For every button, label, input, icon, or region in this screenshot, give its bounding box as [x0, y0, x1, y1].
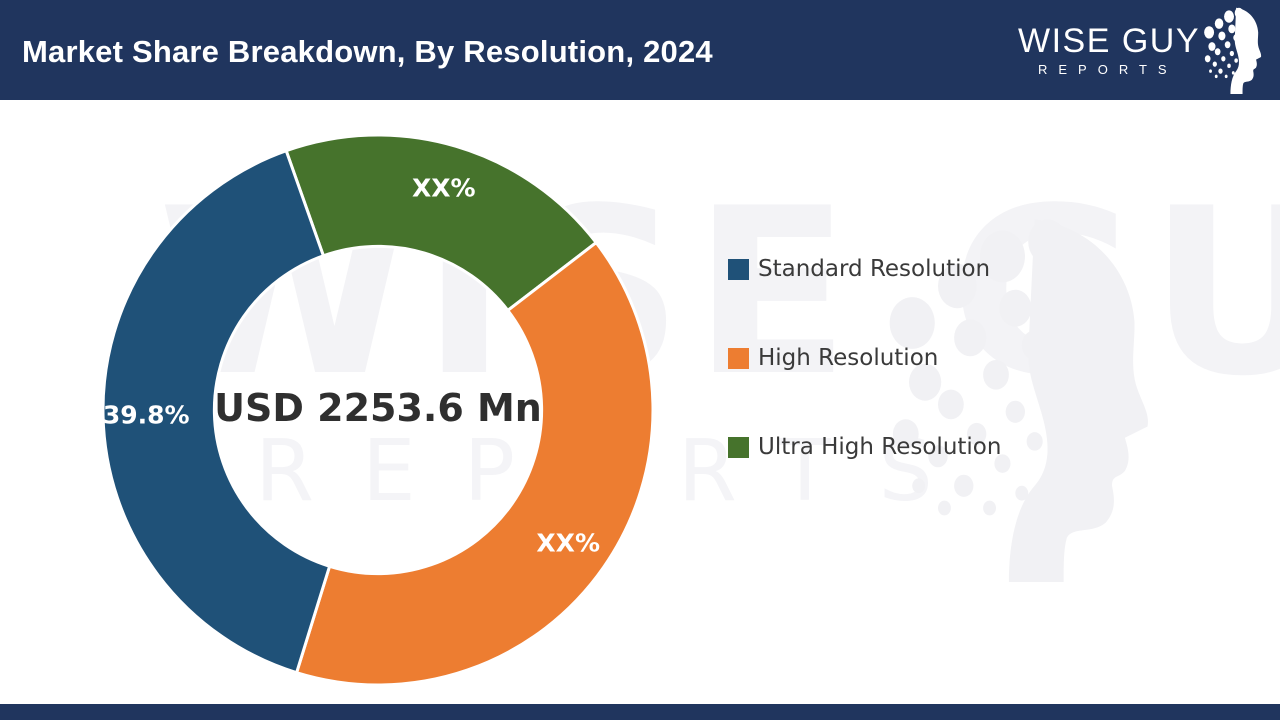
- legend-label: High Resolution: [758, 345, 939, 371]
- footer-bar: [0, 704, 1280, 720]
- donut-center-value: USD 2253.6 Mn: [214, 386, 542, 430]
- legend: Standard Resolution High Resolution Ultr…: [728, 256, 1002, 460]
- report-title: Market Share Breakdown, By Resolution, 2…: [22, 34, 713, 69]
- legend-label: Standard Resolution: [758, 256, 991, 282]
- legend-item-ultra-high-resolution: Ultra High Resolution: [728, 434, 1002, 460]
- slice-label-standard-resolution: 39.8%: [103, 400, 190, 429]
- slice-label-high-resolution: XX%: [536, 528, 600, 557]
- donut-slice-ultra-high-resolution: [284, 133, 598, 312]
- header: Market Share Breakdown, By Resolution, 2…: [0, 0, 1280, 100]
- legend-label: Ultra High Resolution: [758, 434, 1002, 460]
- brand-head-icon: [1204, 7, 1262, 94]
- legend-swatch-ultra-high: [728, 436, 749, 458]
- chart-area: WISE GUY REPORTS XX%XX%39.8% USD 2253.6 …: [0, 100, 1280, 704]
- slice-label-ultra-high-resolution: XX%: [412, 173, 476, 202]
- legend-item-high-resolution: High Resolution: [728, 345, 1001, 371]
- donut-slice-high-resolution: [295, 241, 655, 687]
- legend-swatch-high: [728, 347, 749, 369]
- legend-item-standard-resolution: Standard Resolution: [728, 256, 1001, 282]
- legend-swatch-standard: [728, 258, 749, 280]
- brand-name: WISE GUY: [1018, 22, 1201, 60]
- brand-logo: WISE GUY REPORTS: [1016, 6, 1266, 94]
- donut-slice-standard-resolution: [101, 149, 332, 675]
- donut-chart: XX% XX% 39.8%: [101, 133, 655, 687]
- brand-subname: REPORTS: [1038, 62, 1178, 77]
